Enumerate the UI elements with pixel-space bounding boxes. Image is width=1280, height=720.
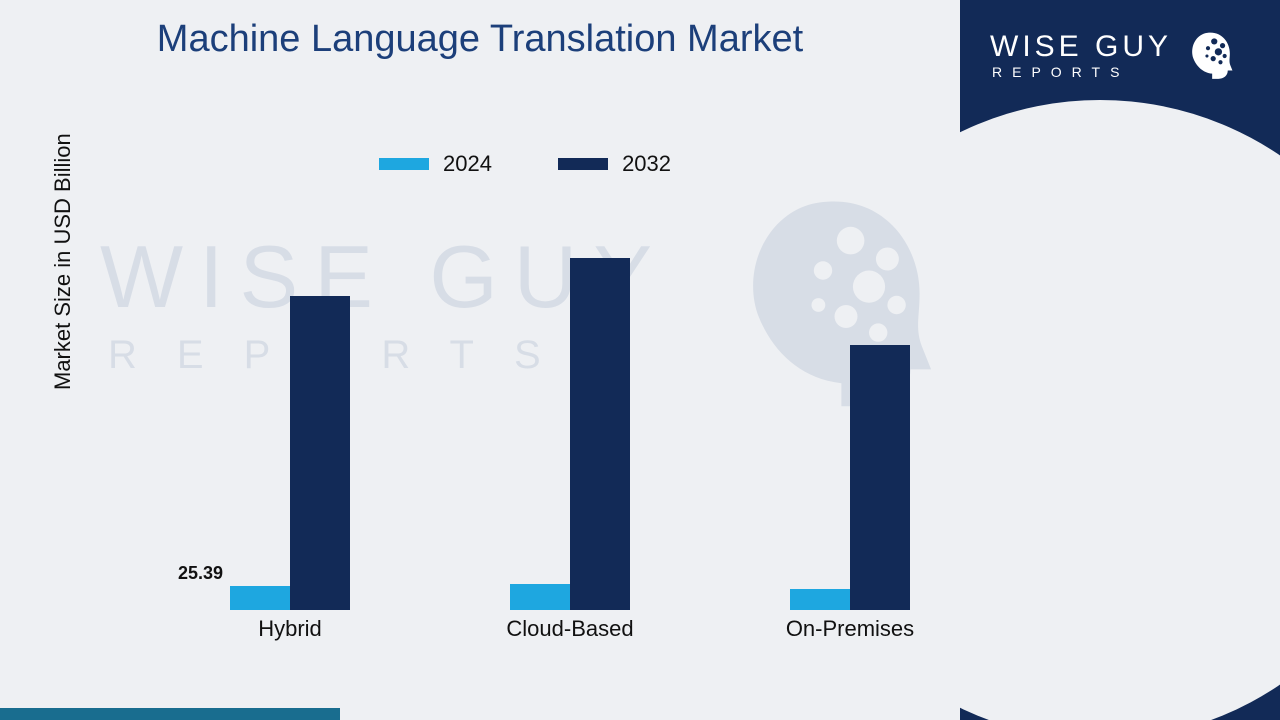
brand-head-icon [1182, 30, 1234, 82]
bar-cloud-2032 [570, 258, 630, 610]
value-label-hybrid-2024: 25.39 [178, 563, 223, 584]
y-axis-label: Market Size in USD Billion [50, 133, 76, 390]
brand-line1: WISE GUY [990, 32, 1172, 62]
brand-logo: WISE GUY REPORTS [990, 30, 1250, 82]
category-label-onprem: On-Premises [750, 616, 950, 642]
legend-swatch-2024 [379, 158, 429, 170]
bar-cloud-2024 [510, 584, 570, 610]
legend-item-2024: 2024 [379, 151, 492, 177]
bar-onprem-2032 [850, 345, 910, 610]
category-label-cloud: Cloud-Based [470, 616, 670, 642]
bar-hybrid-2032 [290, 296, 350, 610]
category-label-hybrid: Hybrid [190, 616, 390, 642]
legend-item-2032: 2032 [558, 151, 671, 177]
legend-label-2024: 2024 [443, 151, 492, 177]
bar-onprem-2024 [790, 589, 850, 610]
chart-title: Machine Language Translation Market [0, 18, 960, 61]
bar-hybrid-2024 [230, 586, 290, 610]
brand-line2: REPORTS [992, 64, 1172, 80]
chart-legend: 2024 2032 [90, 150, 960, 177]
legend-swatch-2032 [558, 158, 608, 170]
chart-area: Market Size in USD Billion 2024 2032 25.… [90, 150, 960, 660]
legend-label-2032: 2032 [622, 151, 671, 177]
decorative-bottom-bar [0, 708, 340, 720]
chart-plot: 25.39 Hybrid Cloud-Based On-Premises [120, 210, 960, 610]
page-root: WISE GUY REPORTS WISE GUY REPORTS [0, 0, 1280, 720]
